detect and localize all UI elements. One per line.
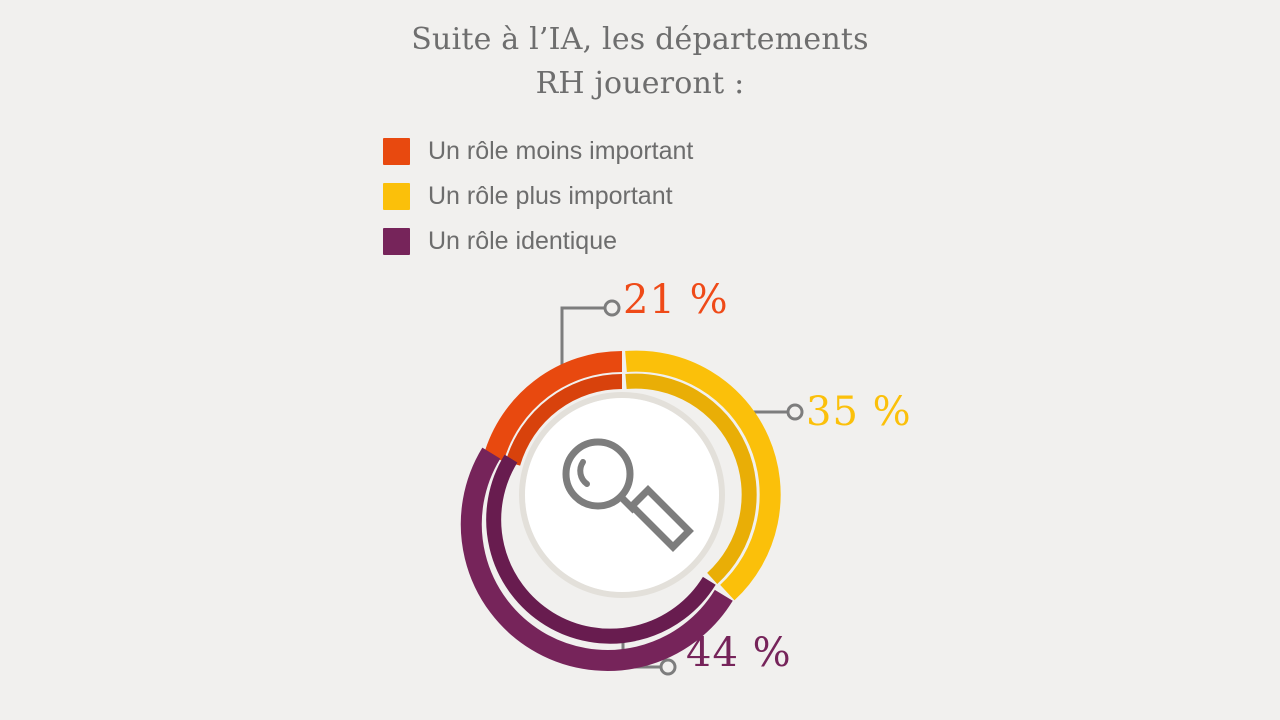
leader-dot-less-important [603,299,621,317]
donut-slice-more-important [625,350,781,601]
leader-line-less-important [560,306,612,370]
donut-inner-gap-ring [519,392,725,598]
leader-dot-identical [659,658,677,676]
donut-slice-less-important-outer [483,351,623,462]
page-title: Suite à l’IA, les départements RH jouero… [0,18,1280,106]
donut-slice-more-important-outer [625,350,781,601]
legend-swatch-more-important [383,183,410,210]
magnifying-glass-icon [562,438,694,552]
value-label-identical: 44 % [686,630,792,676]
legend-item-identical: Un rôle identique [383,219,803,264]
legend-label-more-important: Un rôle plus important [428,182,673,210]
donut-slice-identical-outer [460,447,733,671]
magnifier-lens-icon [562,438,634,510]
donut-slice-more-important-inner [625,373,757,584]
donut-slice-less-important-inner [505,374,623,466]
legend-item-more-important: Un rôle plus important [383,174,803,219]
donut-chart-svg [460,299,804,676]
donut-slice-less-important [483,351,623,466]
page-title-line-1: Suite à l’IA, les départements [411,22,869,57]
donut-chart [455,262,955,702]
value-label-less-important: 21 % [623,277,729,323]
leader-dot-more-important [786,403,804,421]
legend-swatch-identical [383,228,410,255]
legend-swatch-less-important [383,138,410,165]
chart-legend: Un rôle moins important Un rôle plus imp… [383,129,803,264]
donut-slice-identical-inner [486,454,716,644]
donut-slice-identical [460,447,733,671]
legend-label-identical: Un rôle identique [428,227,618,255]
page-title-line-2: RH joueront : [535,66,745,101]
leader-line-dots [603,299,804,676]
magnifier-handle-icon [627,485,694,552]
magnifier-lens-highlight-icon [577,459,590,487]
value-label-more-important: 35 % [806,389,912,435]
legend-item-less-important: Un rôle moins important [383,129,803,174]
legend-label-less-important: Un rôle moins important [428,137,694,165]
